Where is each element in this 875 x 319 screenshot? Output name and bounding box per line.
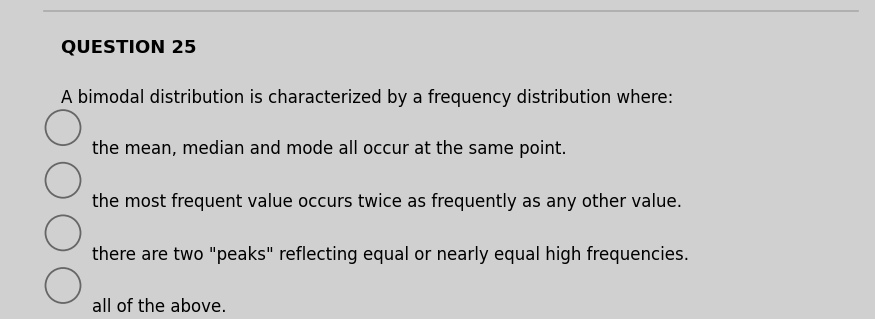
Text: QUESTION 25: QUESTION 25 [61,38,197,56]
Text: the mean, median and mode all occur at the same point.: the mean, median and mode all occur at t… [92,140,566,158]
Text: there are two "peaks" reflecting equal or nearly equal high frequencies.: there are two "peaks" reflecting equal o… [92,246,689,263]
Text: all of the above.: all of the above. [92,298,227,316]
Text: A bimodal distribution is characterized by a frequency distribution where:: A bimodal distribution is characterized … [61,89,674,107]
Text: the most frequent value occurs twice as frequently as any other value.: the most frequent value occurs twice as … [92,193,682,211]
